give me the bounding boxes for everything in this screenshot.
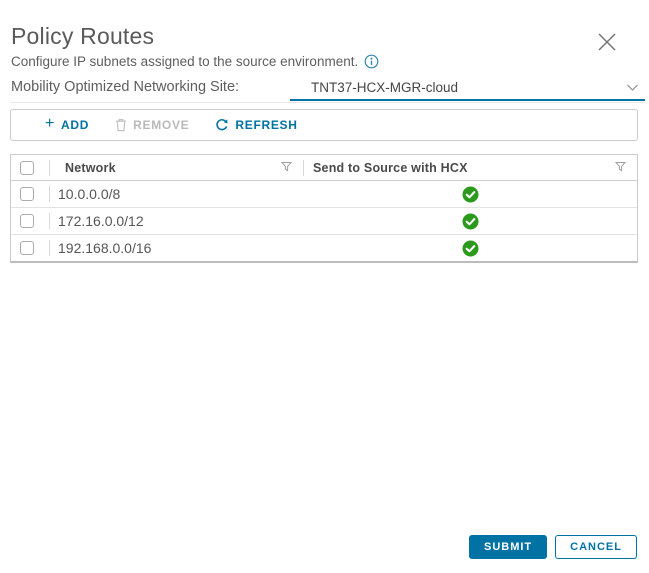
chevron-down-icon — [626, 79, 639, 97]
column-divider — [49, 186, 50, 202]
row-checkbox[interactable] — [20, 214, 34, 228]
network-cell: 172.16.0.0/12 — [58, 213, 144, 229]
page-title: Policy Routes — [11, 23, 155, 49]
subtitle-text: Configure IP subnets assigned to the sou… — [11, 54, 359, 69]
plus-icon: + — [45, 115, 56, 132]
add-button-label: ADD — [61, 118, 90, 132]
table-header-row: Network Send to Source with HCX — [11, 155, 637, 181]
column-divider — [303, 159, 304, 176]
hcx-cell — [303, 186, 637, 203]
row-checkbox-cell — [11, 187, 49, 201]
success-check-icon — [462, 240, 478, 256]
table-body: 10.0.0.0/8 172.16.0.0/12 — [11, 181, 637, 261]
success-check-icon — [462, 213, 478, 229]
refresh-button-label: REFRESH — [235, 118, 298, 132]
hcx-cell — [303, 213, 637, 230]
hcx-column-header: Send to Source with HCX — [304, 159, 637, 177]
remove-button-label: REMOVE — [133, 118, 190, 132]
filter-funnel-icon[interactable] — [614, 159, 627, 177]
site-selector-row: Mobility Optimized Networking Site: TNT3… — [11, 76, 645, 101]
policy-routes-table: Network Send to Source with HCX 10.0.0.0… — [10, 154, 638, 263]
column-divider — [49, 159, 50, 176]
network-cell: 192.168.0.0/16 — [58, 240, 152, 256]
subtitle: Configure IP subnets assigned to the sou… — [11, 54, 379, 69]
site-select-value: TNT37-HCX-MGR-cloud — [311, 80, 459, 95]
header-checkbox-cell — [11, 160, 49, 175]
network-cell: 10.0.0.0/8 — [58, 186, 121, 202]
hcx-cell — [303, 240, 637, 257]
dialog-footer: SUBMIT CANCEL — [468, 535, 637, 559]
table-row[interactable]: 192.168.0.0/16 — [11, 235, 637, 261]
table-toolbar: + ADD REMOVE REFRESH — [10, 109, 638, 141]
close-icon — [598, 33, 616, 51]
success-check-icon — [462, 186, 478, 202]
refresh-icon — [215, 118, 229, 132]
network-column-label: Network — [65, 160, 116, 175]
header-separator — [10, 102, 645, 103]
trash-icon — [115, 118, 127, 132]
close-button[interactable] — [596, 31, 618, 53]
add-button[interactable]: + ADD — [45, 115, 90, 133]
filter-funnel-icon[interactable] — [280, 159, 293, 177]
row-checkbox[interactable] — [20, 241, 34, 255]
row-checkbox-cell — [11, 214, 49, 228]
remove-button: REMOVE — [115, 118, 189, 132]
select-all-checkbox[interactable] — [20, 160, 34, 175]
column-divider — [49, 213, 50, 229]
column-divider — [49, 240, 50, 256]
hcx-column-label: Send to Source with HCX — [313, 160, 468, 175]
cancel-button[interactable]: CANCEL — [555, 535, 637, 559]
submit-button[interactable]: SUBMIT — [468, 535, 548, 559]
site-select[interactable]: TNT37-HCX-MGR-cloud — [290, 76, 645, 101]
site-selector-label: Mobility Optimized Networking Site: — [11, 79, 240, 95]
row-checkbox-cell — [11, 241, 49, 255]
row-checkbox[interactable] — [20, 187, 34, 201]
table-row[interactable]: 172.16.0.0/12 — [11, 208, 637, 235]
refresh-button[interactable]: REFRESH — [215, 118, 297, 132]
table-row[interactable]: 10.0.0.0/8 — [11, 181, 637, 208]
network-column-header: Network — [50, 159, 303, 177]
info-icon[interactable] — [364, 54, 379, 69]
